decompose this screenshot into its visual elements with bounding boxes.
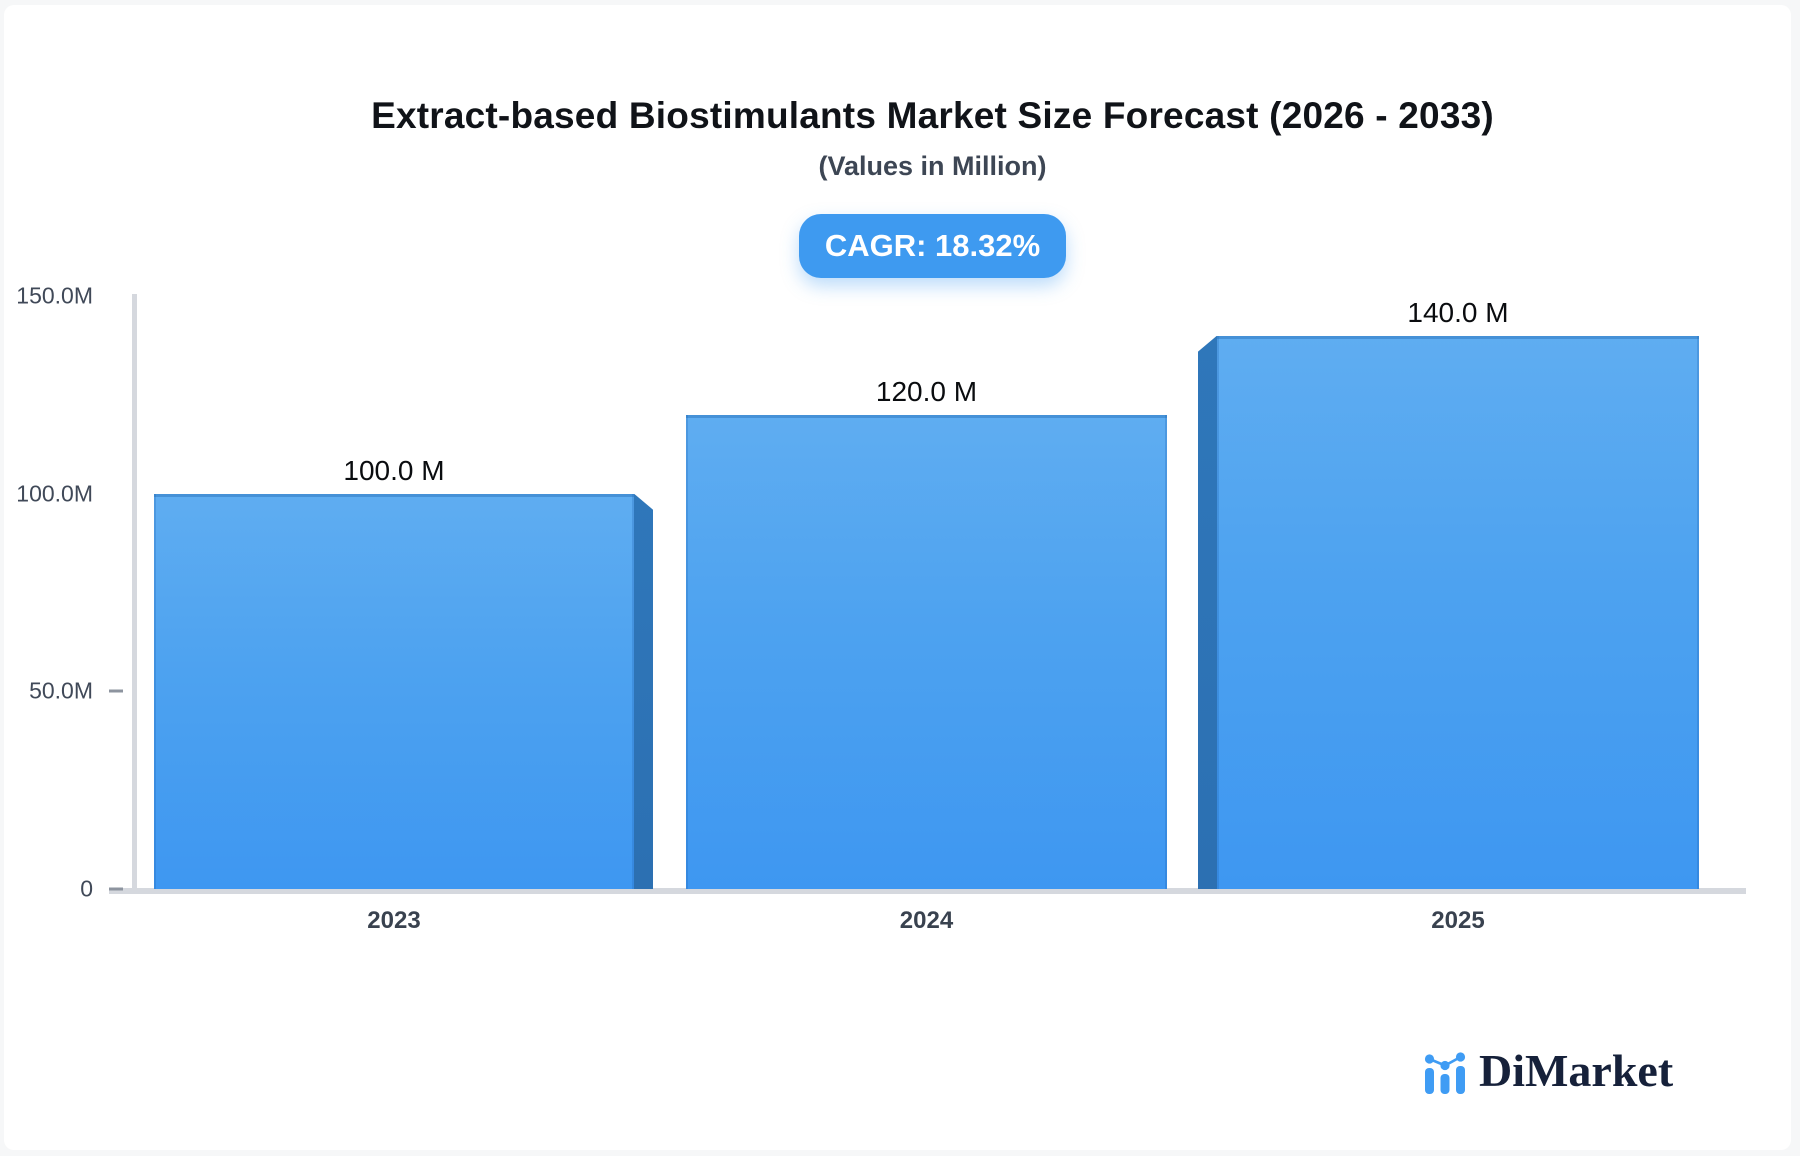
- mini-bar-line-chart-icon: [1424, 1052, 1466, 1094]
- x-tick-label-2023: 2023: [367, 907, 421, 934]
- bar-2025[interactable]: [1217, 335, 1699, 889]
- y-tick-dash: [109, 689, 123, 693]
- bar-2024[interactable]: [686, 414, 1167, 889]
- bar-value-label-2025: 140.0 M: [1407, 296, 1509, 328]
- chart-title: Extract-based Biostimulants Market Size …: [371, 95, 1494, 136]
- y-tick-label: 0: [80, 875, 93, 902]
- bar-3d-side-2025: [1198, 335, 1217, 889]
- chart-card: Extract-based Biostimulants Market Size …: [4, 5, 1791, 1150]
- y-tick-label: 50.0M: [29, 677, 93, 704]
- x-axis-line: [109, 888, 1746, 894]
- y-tick-dash: [109, 887, 123, 891]
- bar-value-label-2023: 100.0 M: [343, 454, 445, 486]
- y-tick-label: 100.0M: [16, 480, 93, 507]
- x-tick-label-2025: 2025: [1431, 907, 1485, 934]
- cagr-badge: CAGR: 18.32%: [798, 214, 1067, 279]
- chart-header: Extract-based Biostimulants Market Size …: [134, 93, 1731, 279]
- bar-value-label-2024: 120.0 M: [875, 375, 978, 407]
- bar-2023[interactable]: [154, 493, 634, 889]
- x-tick-label-2024: 2024: [899, 907, 954, 934]
- y-tick-label: 150.0M: [16, 282, 93, 309]
- brand-logo[interactable]: DiMarket: [1422, 1045, 1673, 1098]
- brand-logo-text: DiMarket: [1479, 1045, 1674, 1096]
- y-axis-line: [132, 294, 137, 894]
- chart-subtitle: (Values in Million): [818, 151, 1047, 182]
- bar-3d-side-2023: [634, 493, 653, 889]
